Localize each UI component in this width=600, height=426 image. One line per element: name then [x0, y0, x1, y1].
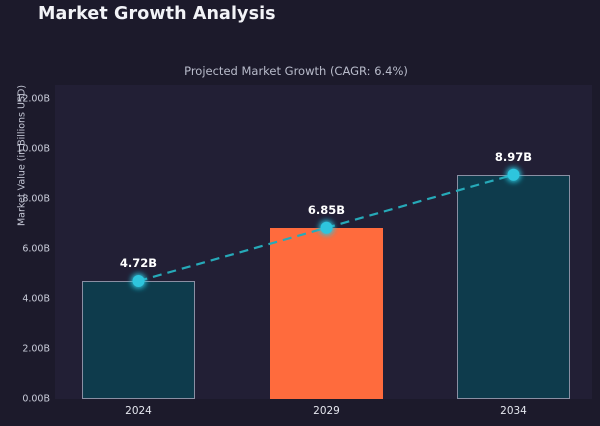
x-tick-label: 2024: [125, 405, 152, 417]
x-tick-label: 2034: [500, 405, 527, 417]
bar-2029[interactable]: [270, 227, 383, 399]
y-tick-label: 10.00B: [16, 143, 50, 155]
y-tick-label: 0.00B: [22, 393, 50, 405]
bar-value-label: 4.72B: [119, 256, 158, 270]
bar-2034[interactable]: [457, 174, 570, 399]
y-tick-label: 8.00B: [22, 193, 50, 205]
bar-2024[interactable]: [82, 281, 195, 399]
chart-subtitle: Projected Market Growth (CAGR: 6.4%): [184, 64, 408, 78]
y-tick-label: 4.00B: [22, 293, 50, 305]
bar-value-label: 8.97B: [494, 149, 533, 164]
x-tick-label: 2029: [313, 405, 340, 417]
y-tick-label: 2.00B: [22, 343, 50, 355]
page-title: Market Growth Analysis: [38, 4, 276, 24]
y-tick-label: 6.00B: [22, 243, 50, 255]
y-tick-label: 12.00B: [16, 93, 50, 105]
y-axis-ticks: 0.00B 2.00B 4.00B 6.00B 8.00B 10.00B 12.00B: [0, 0, 50, 426]
bar-value-label: 6.85B: [307, 202, 346, 217]
